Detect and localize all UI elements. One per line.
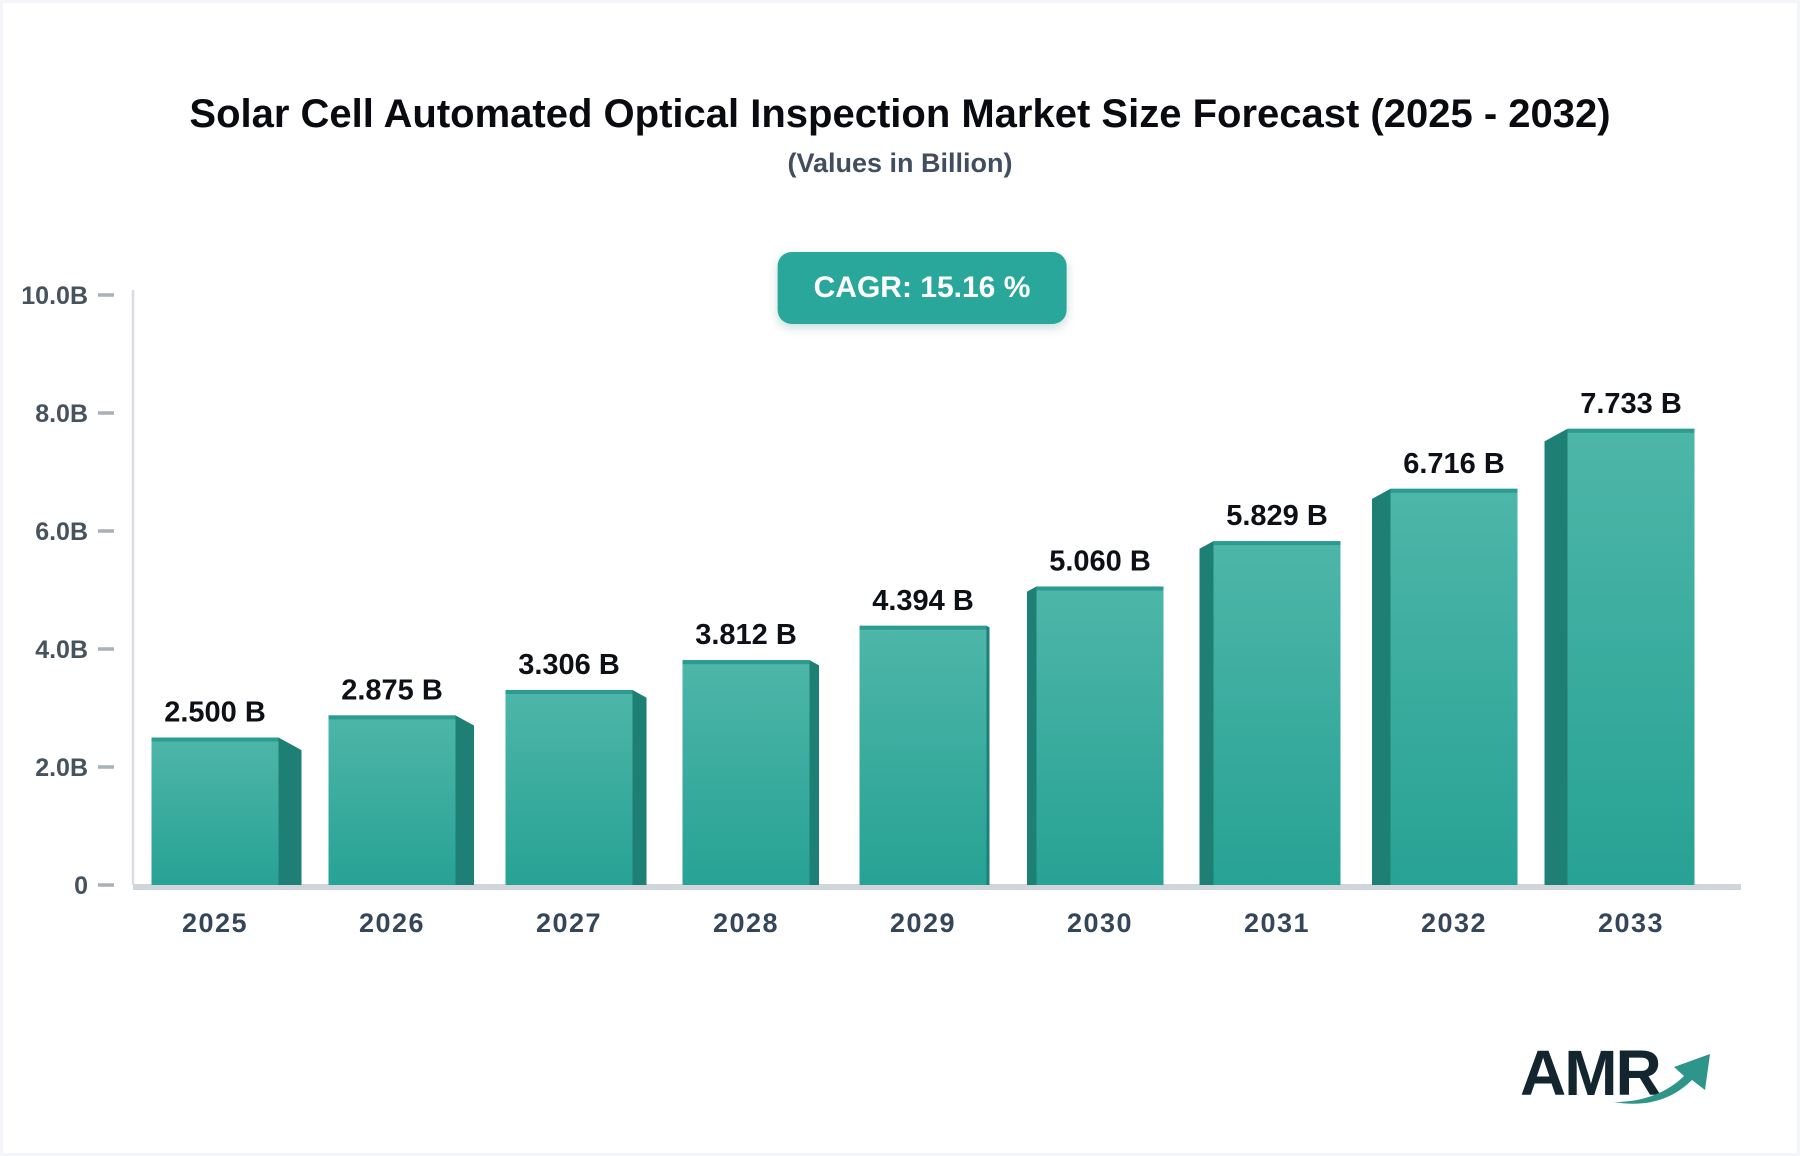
bar-value-label: 4.394 B [872, 585, 974, 617]
bar-2031: 5.829 B 2031 [1199, 500, 1341, 938]
y-tick-label: 4.0B [35, 636, 88, 664]
bar-value-label: 5.060 B [1049, 545, 1151, 577]
bar-side-face [278, 737, 302, 885]
bar-value-label: 7.733 B [1580, 388, 1682, 420]
bar-2029: 4.394 B 2029 [859, 585, 990, 938]
bar-value-label: 2.875 B [341, 674, 443, 706]
bar-side-face [1372, 488, 1391, 885]
y-tick-label: 8.0B [35, 400, 88, 428]
x-axis-label: 2033 [1598, 908, 1664, 938]
y-tick-label: 0 [74, 872, 88, 900]
y-tick-label: 10.0B [21, 282, 88, 310]
bar-side-face [986, 625, 990, 885]
bar-main-face [1567, 428, 1695, 885]
x-axis-label: 2031 [1244, 908, 1310, 938]
cagr-badge: CAGR: 15.16 % [777, 252, 1067, 324]
x-axis-baseline [133, 884, 1741, 890]
bar-value-label: 3.306 B [518, 649, 620, 681]
bar-value-label: 6.716 B [1403, 448, 1505, 480]
bar-2028: 3.812 B 2028 [682, 619, 819, 938]
bar-2030: 5.060 B 2030 [1027, 545, 1164, 938]
bar-main-face [1036, 586, 1164, 885]
y-tick-label: 2.0B [35, 754, 88, 782]
bar-side-face [1199, 541, 1214, 885]
x-axis-label: 2029 [890, 908, 956, 938]
bar-side-face [632, 689, 647, 885]
bar-2025: 2.500 B 2025 [151, 697, 302, 938]
bar-2026: 2.875 B 2026 [328, 674, 474, 938]
bar-main-face [328, 715, 456, 885]
chart-subtitle: (Values in Billion) [787, 148, 1013, 178]
bar-main-face [1390, 488, 1518, 885]
bar-2027: 3.306 B 2027 [505, 649, 647, 938]
x-axis-label: 2026 [359, 908, 425, 938]
bar-2033: 7.733 B 2033 [1544, 388, 1695, 938]
bar-side-face [455, 715, 474, 885]
bar-main-face [682, 660, 810, 885]
y-tick-label: 6.0B [35, 518, 88, 546]
amr-logo: AMR [1520, 1030, 1740, 1120]
bar-side-face [809, 660, 819, 885]
x-axis-label: 2025 [182, 908, 248, 938]
chart-title: Solar Cell Automated Optical Inspection … [189, 92, 1611, 136]
x-axis-label: 2032 [1421, 908, 1487, 938]
bar-side-face [1027, 586, 1037, 885]
x-axis-label: 2027 [536, 908, 602, 938]
x-axis-label: 2028 [713, 908, 779, 938]
bar-value-label: 5.829 B [1226, 500, 1328, 532]
bar-side-face [1544, 428, 1568, 885]
bar-value-label: 3.812 B [695, 619, 797, 651]
bar-main-face [859, 625, 987, 885]
bar-main-face [1213, 541, 1341, 885]
bar-main-face [505, 689, 633, 885]
bar-2032: 6.716 B 2032 [1372, 448, 1518, 938]
amr-logo-text: AMR [1520, 1037, 1662, 1109]
growth-arrow-icon [1614, 1054, 1710, 1104]
bar-main-face [151, 737, 279, 885]
x-axis-label: 2030 [1067, 908, 1133, 938]
bar-value-label: 2.500 B [164, 697, 266, 729]
